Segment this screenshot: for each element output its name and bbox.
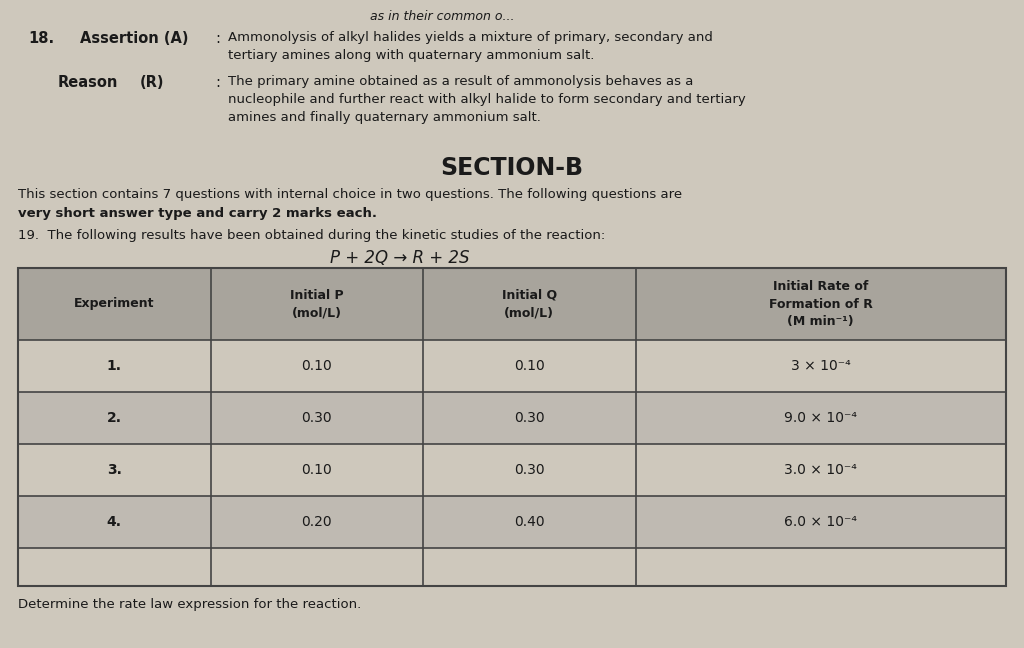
Text: Experiment: Experiment <box>74 297 155 310</box>
Bar <box>18 268 1006 340</box>
Text: 0.10: 0.10 <box>514 359 545 373</box>
Text: 3.0 × 10⁻⁴: 3.0 × 10⁻⁴ <box>784 463 857 477</box>
Text: 0.30: 0.30 <box>514 411 545 425</box>
Text: 0.40: 0.40 <box>514 515 545 529</box>
Text: This section contains 7 questions with internal choice in two questions. The fol: This section contains 7 questions with i… <box>18 188 682 201</box>
Text: 0.30: 0.30 <box>514 463 545 477</box>
Text: SECTION-B: SECTION-B <box>440 156 584 180</box>
Text: Initial Q
(mol/L): Initial Q (mol/L) <box>502 289 557 319</box>
Bar <box>18 268 1006 586</box>
Text: Initial Rate of
Formation of R
(M min⁻¹): Initial Rate of Formation of R (M min⁻¹) <box>769 281 872 327</box>
Text: 0.10: 0.10 <box>301 463 332 477</box>
Text: 9.0 × 10⁻⁴: 9.0 × 10⁻⁴ <box>784 411 857 425</box>
Text: 3 × 10⁻⁴: 3 × 10⁻⁴ <box>791 359 851 373</box>
Text: 3.: 3. <box>106 463 122 477</box>
Text: (R): (R) <box>140 75 165 90</box>
Text: Assertion (A): Assertion (A) <box>80 31 188 46</box>
Text: very short answer type and carry 2 marks each.: very short answer type and carry 2 marks… <box>18 207 377 220</box>
Text: 6.0 × 10⁻⁴: 6.0 × 10⁻⁴ <box>784 515 857 529</box>
Text: P + 2Q → R + 2S: P + 2Q → R + 2S <box>331 249 470 267</box>
Text: 19.  The following results have been obtained during the kinetic studies of the : 19. The following results have been obta… <box>18 229 605 242</box>
Bar <box>18 392 1006 444</box>
Text: 4.: 4. <box>106 515 122 529</box>
Text: The primary amine obtained as a result of ammonolysis behaves as a
nucleophile a: The primary amine obtained as a result o… <box>228 75 745 124</box>
Text: Ammonolysis of alkyl halides yields a mixture of primary, secondary and
tertiary: Ammonolysis of alkyl halides yields a mi… <box>228 31 713 62</box>
Text: as in their common o...: as in their common o... <box>370 10 514 23</box>
Text: 1.: 1. <box>106 359 122 373</box>
Text: :: : <box>215 31 220 46</box>
Bar <box>18 340 1006 392</box>
Text: 2.: 2. <box>106 411 122 425</box>
Text: 18.: 18. <box>28 31 54 46</box>
Text: 0.10: 0.10 <box>301 359 332 373</box>
Text: 0.30: 0.30 <box>301 411 332 425</box>
Text: Determine the rate law expression for the reaction.: Determine the rate law expression for th… <box>18 598 361 611</box>
Text: :: : <box>215 75 220 90</box>
Bar <box>18 496 1006 548</box>
Text: Reason: Reason <box>58 75 119 90</box>
Text: 0.20: 0.20 <box>301 515 332 529</box>
Bar <box>18 444 1006 496</box>
Text: Initial P
(mol/L): Initial P (mol/L) <box>290 289 344 319</box>
